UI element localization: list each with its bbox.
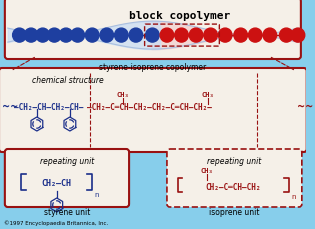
Circle shape (71, 29, 84, 43)
Text: ~~: ~~ (2, 101, 18, 112)
Text: styrene unit: styrene unit (44, 207, 90, 216)
Circle shape (100, 29, 113, 43)
Circle shape (48, 29, 61, 43)
Text: CH₃: CH₃ (201, 92, 214, 98)
Circle shape (204, 29, 217, 43)
Text: chemical structure: chemical structure (32, 76, 104, 85)
Circle shape (218, 29, 232, 43)
Circle shape (160, 29, 174, 43)
Circle shape (234, 29, 248, 43)
Text: n: n (291, 193, 296, 199)
Circle shape (189, 29, 203, 43)
Circle shape (175, 29, 188, 43)
Circle shape (115, 29, 128, 43)
Circle shape (263, 29, 277, 43)
Text: block copolymer: block copolymer (129, 11, 230, 21)
Text: n: n (94, 191, 99, 197)
Text: ©1997 Encyclopaedia Britannica, Inc.: ©1997 Encyclopaedia Britannica, Inc. (4, 219, 108, 225)
Text: CH₃: CH₃ (200, 167, 213, 173)
FancyBboxPatch shape (5, 0, 301, 60)
Circle shape (279, 29, 293, 43)
Circle shape (24, 29, 38, 43)
FancyBboxPatch shape (5, 149, 129, 207)
Circle shape (13, 29, 26, 43)
Text: –CH₂–C═CH–CH₂–CH₂–C═CH–CH₂–: –CH₂–C═CH–CH₂–CH₂–C═CH–CH₂– (87, 102, 212, 111)
Circle shape (36, 29, 49, 43)
Circle shape (85, 29, 99, 43)
Text: ~~: ~~ (297, 101, 313, 112)
Text: isoprene unit: isoprene unit (209, 207, 260, 216)
Circle shape (59, 29, 73, 43)
Text: CH₃: CH₃ (117, 92, 130, 98)
Circle shape (249, 29, 262, 43)
Circle shape (129, 29, 143, 43)
Text: CH₂–C═CH–CH₂: CH₂–C═CH–CH₂ (206, 182, 261, 191)
Circle shape (291, 29, 305, 43)
Text: styrene-isoprene copolymer: styrene-isoprene copolymer (99, 63, 206, 72)
Text: CH₂–CH: CH₂–CH (42, 179, 72, 188)
Text: repeating unit: repeating unit (40, 156, 94, 165)
Text: –CH₂–CH–CH₂–CH–: –CH₂–CH–CH₂–CH– (14, 102, 83, 111)
Text: repeating unit: repeating unit (207, 156, 261, 165)
Circle shape (146, 29, 159, 43)
FancyBboxPatch shape (0, 69, 307, 152)
FancyBboxPatch shape (167, 149, 302, 207)
